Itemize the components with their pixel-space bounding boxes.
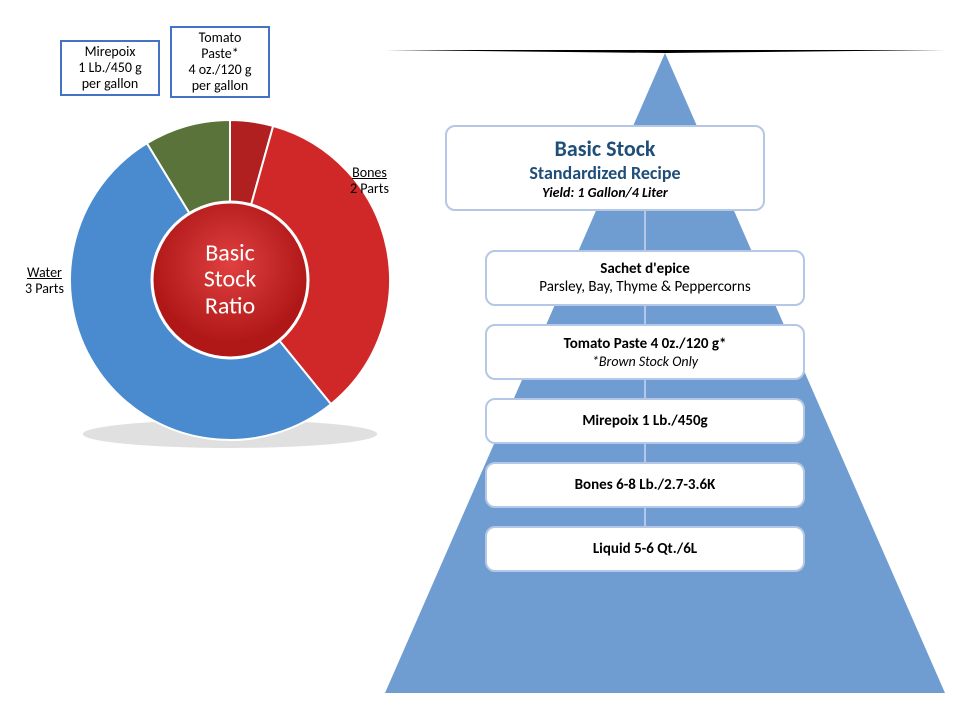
recipe-item-0: Sachet d'epiceParsley, Bay, Thyme & Pepp…: [485, 250, 805, 306]
label-water: Water 3 Parts: [25, 265, 64, 297]
callout-tomato-l1: Tomato: [178, 30, 262, 46]
recipe-header-card: Basic Stock Standardized Recipe Yield: 1…: [445, 125, 765, 211]
callout-mirepoix-l1: Mirepoix: [68, 44, 152, 60]
connector: [644, 508, 646, 526]
label-bones-title: Bones: [350, 165, 389, 181]
donut-center-line1: Basic: [204, 240, 257, 266]
callout-mirepoix: Mirepoix 1 Lb./450 g per gallon: [60, 40, 160, 96]
label-bones-sub: 2 Parts: [350, 181, 389, 197]
recipe-item-0-bold: Sachet d'epice: [495, 260, 795, 278]
label-water-title: Water: [25, 265, 64, 281]
recipe-item-4: Liquid 5-6 Qt./6L: [485, 526, 805, 572]
connector: [644, 306, 646, 324]
label-water-sub: 3 Parts: [25, 281, 64, 297]
connector: [644, 444, 646, 462]
recipe-item-2-bold: Mirepoix 1 Lb./450g: [495, 412, 795, 430]
donut-center-line3: Ratio: [204, 293, 257, 319]
callout-tomato-l4: per gallon: [178, 78, 262, 94]
donut-center-label: Basic Stock Ratio: [204, 240, 257, 319]
recipe-item-0-plain: Parsley, Bay, Thyme & Peppercorns: [495, 278, 795, 296]
recipe-item-1-italic: *Brown Stock Only: [495, 353, 795, 370]
callout-mirepoix-l2: 1 Lb./450 g: [68, 60, 152, 76]
recipe-item-3-bold: Bones 6-8 Lb./2.7-3.6K: [495, 476, 795, 494]
recipe-item-1-bold: Tomato Paste 4 0z./120 g*: [495, 335, 795, 353]
callout-tomato-l2: Paste*: [178, 46, 262, 62]
recipe-item-2: Mirepoix 1 Lb./450g: [485, 398, 805, 444]
donut-chart: Basic Stock Ratio Mirepoix 1 Lb./450 g p…: [50, 100, 410, 460]
callout-tomato-l3: 4 oz./120 g: [178, 62, 262, 78]
label-bones: Bones 2 Parts: [350, 165, 389, 197]
pyramid-region: Basic Stock Standardized Recipe Yield: 1…: [385, 30, 945, 690]
callout-mirepoix-l3: per gallon: [68, 76, 152, 92]
connector: [644, 211, 646, 250]
recipe-title: Basic Stock: [455, 135, 755, 162]
donut-center-line2: Stock: [204, 267, 257, 293]
recipe-item-3: Bones 6-8 Lb./2.7-3.6K: [485, 462, 805, 508]
callout-tomato: Tomato Paste* 4 oz./120 g per gallon: [170, 26, 270, 98]
recipe-yield: Yield: 1 Gallon/4 Liter: [455, 184, 755, 201]
recipe-item-4-bold: Liquid 5-6 Qt./6L: [495, 540, 795, 558]
recipe-subtitle: Standardized Recipe: [455, 162, 755, 184]
connector: [644, 380, 646, 398]
recipe-item-1: Tomato Paste 4 0z./120 g**Brown Stock On…: [485, 324, 805, 380]
